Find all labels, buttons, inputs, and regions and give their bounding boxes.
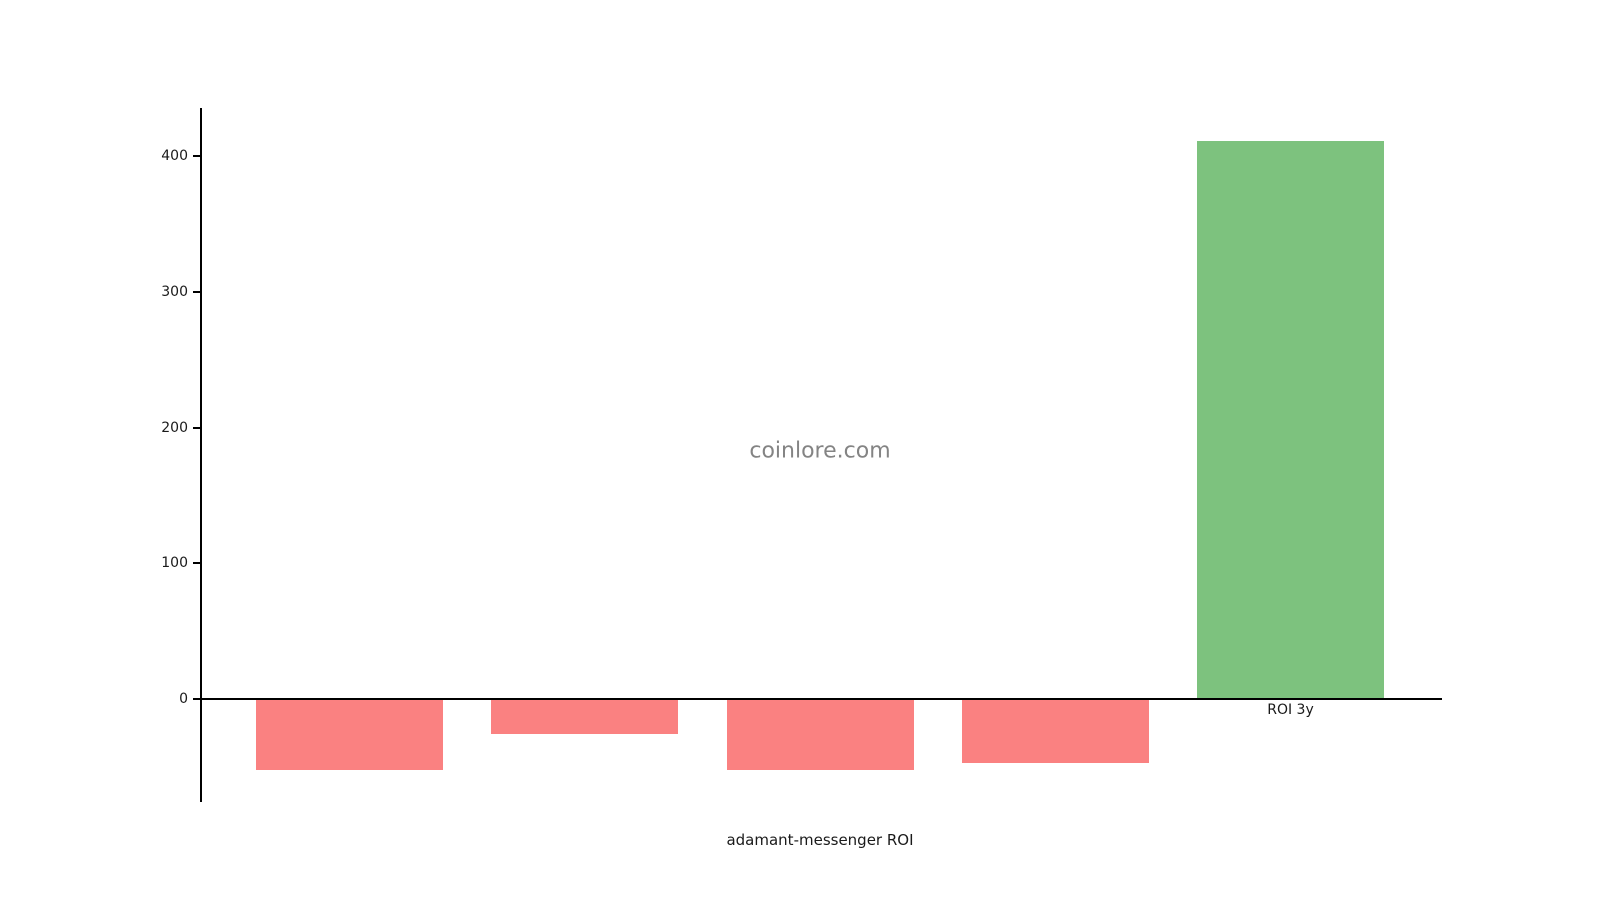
y-tick-mark-100: [193, 562, 200, 565]
x-tick-label-roi-3y: ROI 3y: [1267, 702, 1314, 718]
y-tick-label-0: 0: [179, 691, 188, 707]
bar-4-positive: [1197, 141, 1384, 699]
y-axis-line: [200, 108, 202, 802]
bar-1-negative: [491, 699, 679, 735]
chart-title: adamant-messenger ROI: [726, 831, 914, 849]
y-tick-label-300: 300: [161, 283, 188, 300]
y-tick-label-200: 200: [161, 419, 188, 436]
y-tick-mark-400: [193, 155, 200, 157]
y-tick-label-100: 100: [161, 555, 188, 572]
bar-2-negative: [726, 699, 914, 770]
x-axis-zero-line: [200, 698, 1442, 700]
y-tick-mark-0: [193, 698, 200, 700]
y-tick-mark-200: [193, 426, 200, 429]
y-tick-mark-300: [193, 290, 200, 293]
y-tick-label-400: 400: [161, 148, 188, 164]
watermark-text: coinlore.com: [749, 438, 891, 464]
bar-0-negative: [256, 699, 443, 770]
bar-3-negative: [961, 699, 1149, 763]
